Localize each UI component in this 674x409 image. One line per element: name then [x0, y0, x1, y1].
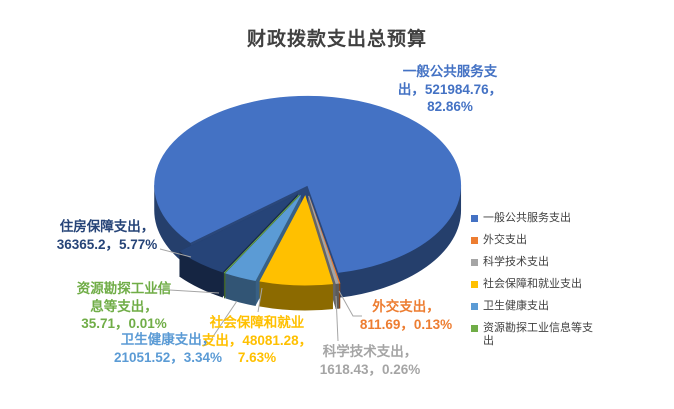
- data-label-0: 一般公共服务支 出，521984.76， 82.86%: [383, 63, 517, 116]
- data-label-line: 21051.52，3.34%: [113, 349, 223, 365]
- leader-line: [257, 287, 263, 313]
- legend-label: 一般公共服务支出: [483, 212, 571, 224]
- leader-line: [335, 295, 339, 342]
- leader-line: [159, 248, 192, 258]
- legend-item-3[interactable]: 社会保障和就业支出: [471, 278, 597, 291]
- data-label-line: 7.63%: [237, 350, 277, 365]
- data-label-2: 科学技术支出， 1618.43，0.26%: [299, 343, 441, 378]
- legend-marker-icon: [471, 325, 478, 332]
- legend-label: 科学技术支出: [483, 256, 549, 268]
- data-label-line: 一般公共服务支: [402, 64, 498, 79]
- leader-line: [211, 300, 238, 339]
- data-label-1: 外交支出， 811.69，0.13%: [336, 298, 476, 333]
- data-label-line: 出，521984.76，: [397, 81, 503, 97]
- data-label-line: 36365.2，5.77%: [56, 236, 158, 252]
- data-label-line: 科学技术支出，: [322, 344, 418, 359]
- legend-marker-icon: [471, 303, 478, 310]
- legend: 一般公共服务支出 外交支出科学技术支出社会保障和就业支出 卫生健康支出资源勘探工业信…: [471, 212, 597, 348]
- data-label-3: 社会保障和就业 支出，48081.28， 7.63%: [185, 314, 329, 367]
- legend-marker-icon: [471, 215, 478, 222]
- legend-item-2[interactable]: 科学技术支出: [471, 256, 597, 269]
- legend-item-1[interactable]: 外交支出: [471, 234, 597, 247]
- data-label-line: 支出，48081.28，: [201, 332, 313, 348]
- legend-label: 外交支出: [483, 234, 527, 246]
- data-label-line: 住房保障支出，: [59, 219, 155, 234]
- slice-top: [179, 193, 298, 273]
- data-label-line: 卫生健康支出，: [120, 332, 216, 347]
- slice-top: [259, 195, 334, 286]
- slice-rim: [259, 280, 333, 311]
- data-label-line: 外交支出，: [372, 299, 440, 314]
- slice-top: [223, 194, 300, 274]
- legend-item-5[interactable]: 资源勘探工业信息等支出: [471, 322, 597, 348]
- data-label-5: 资源勘探工业信 息等支出， 35.71，0.01%: [53, 280, 195, 333]
- slice-top: [308, 195, 339, 285]
- legend-item-0[interactable]: 一般公共服务支出: [471, 212, 597, 225]
- legend-marker-icon: [471, 237, 478, 244]
- slice-top: [154, 95, 461, 273]
- leader-lines: [152, 248, 362, 342]
- pie-slice-3[interactable]: [259, 195, 334, 311]
- chart-title: 财政拨款支出总预算: [246, 29, 427, 50]
- data-label-4: 卫生健康支出， 21051.52，3.34%: [96, 331, 240, 366]
- legend-marker-icon: [471, 281, 478, 288]
- legend-label: 资源勘探工业信息等支出: [483, 322, 593, 347]
- data-label-line: 资源勘探工业信: [76, 281, 172, 296]
- data-label-line: 息等支出，: [90, 298, 158, 314]
- data-label-6: 住房保障支出， 36365.2，5.77%: [38, 218, 176, 253]
- leader-line: [152, 288, 220, 294]
- legend-label: 卫生健康支出: [483, 300, 549, 312]
- slice-top: [225, 195, 301, 281]
- data-label-line: 811.69，0.13%: [359, 316, 453, 332]
- legend-label: 社会保障和就业支出: [483, 278, 582, 290]
- data-label-line: 35.71，0.01%: [81, 316, 167, 331]
- legend-marker-icon: [471, 259, 478, 266]
- leader-line: [338, 290, 362, 317]
- legend-item-4[interactable]: 卫生健康支出: [471, 300, 597, 313]
- data-label-line: 82.86%: [427, 99, 473, 114]
- data-label-line: 社会保障和就业: [209, 315, 305, 330]
- data-label-line: 1618.43，0.26%: [319, 361, 421, 377]
